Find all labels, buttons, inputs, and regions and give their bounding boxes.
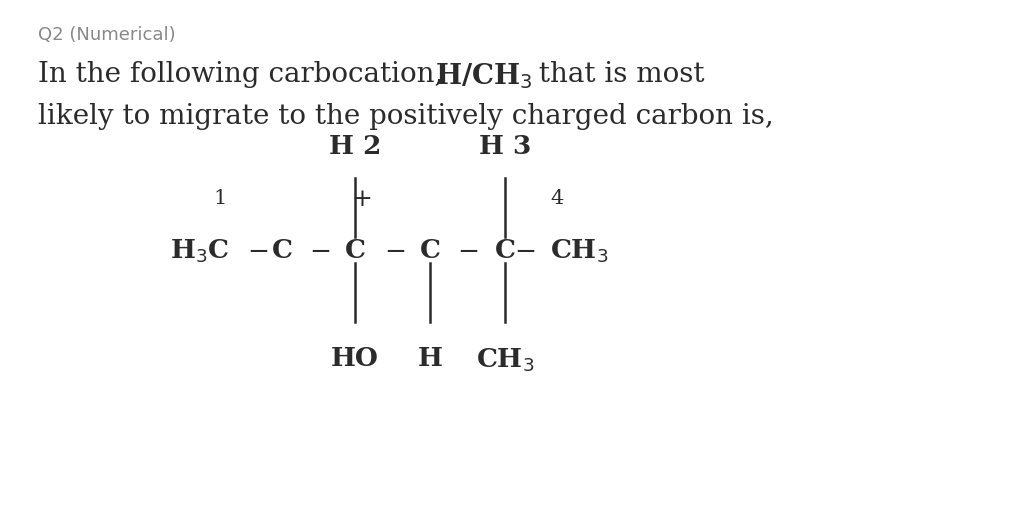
Text: HO: HO	[331, 345, 379, 370]
Text: C: C	[495, 238, 515, 263]
Text: −: −	[514, 238, 536, 263]
Text: likely to migrate to the positively charged carbon is,: likely to migrate to the positively char…	[38, 103, 774, 130]
Text: C: C	[344, 238, 366, 263]
Text: H/CH$_3$: H/CH$_3$	[435, 61, 532, 90]
Text: C: C	[271, 238, 293, 263]
Text: Q2 (Numerical): Q2 (Numerical)	[38, 26, 176, 44]
Text: H: H	[418, 345, 442, 370]
Text: +: +	[351, 187, 373, 210]
Text: C: C	[420, 238, 440, 263]
Text: 1: 1	[213, 189, 226, 208]
Text: −: −	[309, 238, 331, 263]
Text: H 3: H 3	[479, 133, 531, 158]
Text: −: −	[384, 238, 407, 263]
Text: In the following carbocation,: In the following carbocation,	[38, 61, 453, 88]
Text: CH$_3$: CH$_3$	[476, 345, 535, 373]
Text: CH$_3$: CH$_3$	[550, 237, 608, 264]
Text: H 2: H 2	[329, 133, 381, 158]
Text: 4: 4	[550, 189, 563, 208]
Text: −: −	[247, 238, 269, 263]
Text: −: −	[457, 238, 479, 263]
Text: that is most: that is most	[530, 61, 705, 88]
Text: H$_3$C: H$_3$C	[170, 237, 229, 264]
